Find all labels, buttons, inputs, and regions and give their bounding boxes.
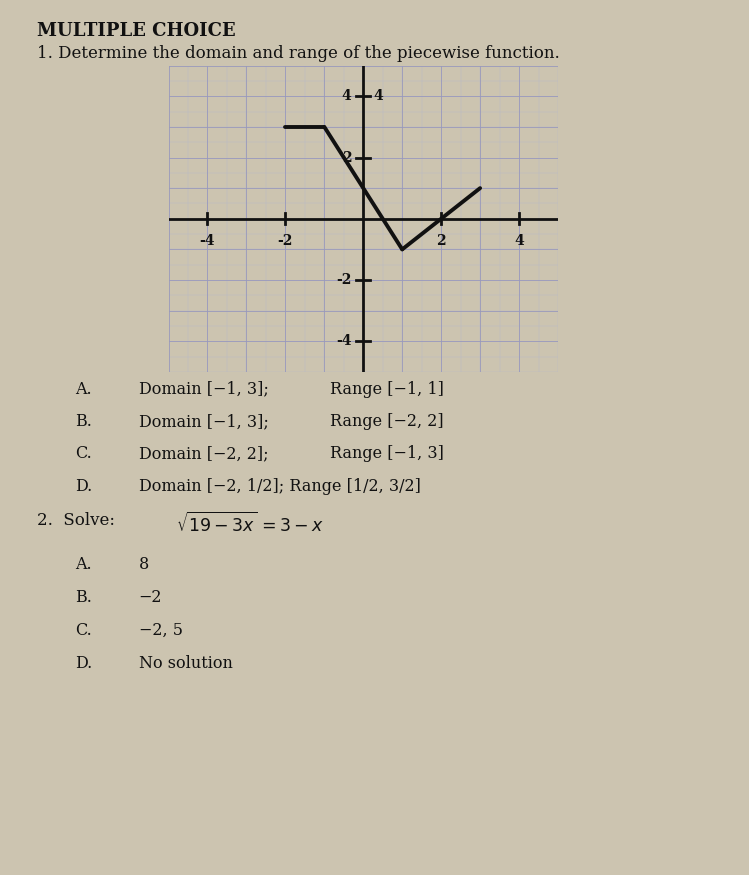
Text: B.: B.	[75, 413, 92, 430]
Text: D.: D.	[75, 478, 92, 494]
Text: 4: 4	[514, 234, 524, 248]
Text: Range [−1, 1]: Range [−1, 1]	[330, 381, 443, 397]
Text: MULTIPLE CHOICE: MULTIPLE CHOICE	[37, 22, 236, 40]
Text: 2: 2	[342, 150, 351, 164]
Text: −2, 5: −2, 5	[139, 622, 183, 639]
Text: 1. Determine the domain and range of the piecewise function.: 1. Determine the domain and range of the…	[37, 46, 560, 62]
Text: C.: C.	[75, 622, 91, 639]
Text: 4: 4	[342, 89, 351, 103]
Text: $\sqrt{19-3x}\,=3-x$: $\sqrt{19-3x}\,=3-x$	[176, 512, 324, 536]
Text: Range [−1, 3]: Range [−1, 3]	[330, 445, 443, 462]
Text: 2.  Solve:: 2. Solve:	[37, 512, 121, 528]
Text: Domain [−1, 3];: Domain [−1, 3];	[139, 413, 268, 430]
Text: B.: B.	[75, 589, 92, 605]
Text: D.: D.	[75, 655, 92, 672]
Text: A.: A.	[75, 381, 91, 397]
Text: -4: -4	[336, 334, 351, 348]
Text: Domain [−2, 1/2]; Range [1/2, 3/2]: Domain [−2, 1/2]; Range [1/2, 3/2]	[139, 478, 420, 494]
Text: 2: 2	[437, 234, 446, 248]
Text: Domain [−2, 2];: Domain [−2, 2];	[139, 445, 268, 462]
Text: −2: −2	[139, 589, 162, 605]
Text: A.: A.	[75, 556, 91, 572]
Text: -2: -2	[336, 273, 351, 287]
Text: Range [−2, 2]: Range [−2, 2]	[330, 413, 443, 430]
Text: C.: C.	[75, 445, 91, 462]
Text: No solution: No solution	[139, 655, 232, 672]
Text: 4: 4	[373, 89, 383, 103]
Text: 8: 8	[139, 556, 149, 572]
Text: -2: -2	[278, 234, 293, 248]
Text: -4: -4	[200, 234, 215, 248]
Text: Domain [−1, 3];: Domain [−1, 3];	[139, 381, 268, 397]
